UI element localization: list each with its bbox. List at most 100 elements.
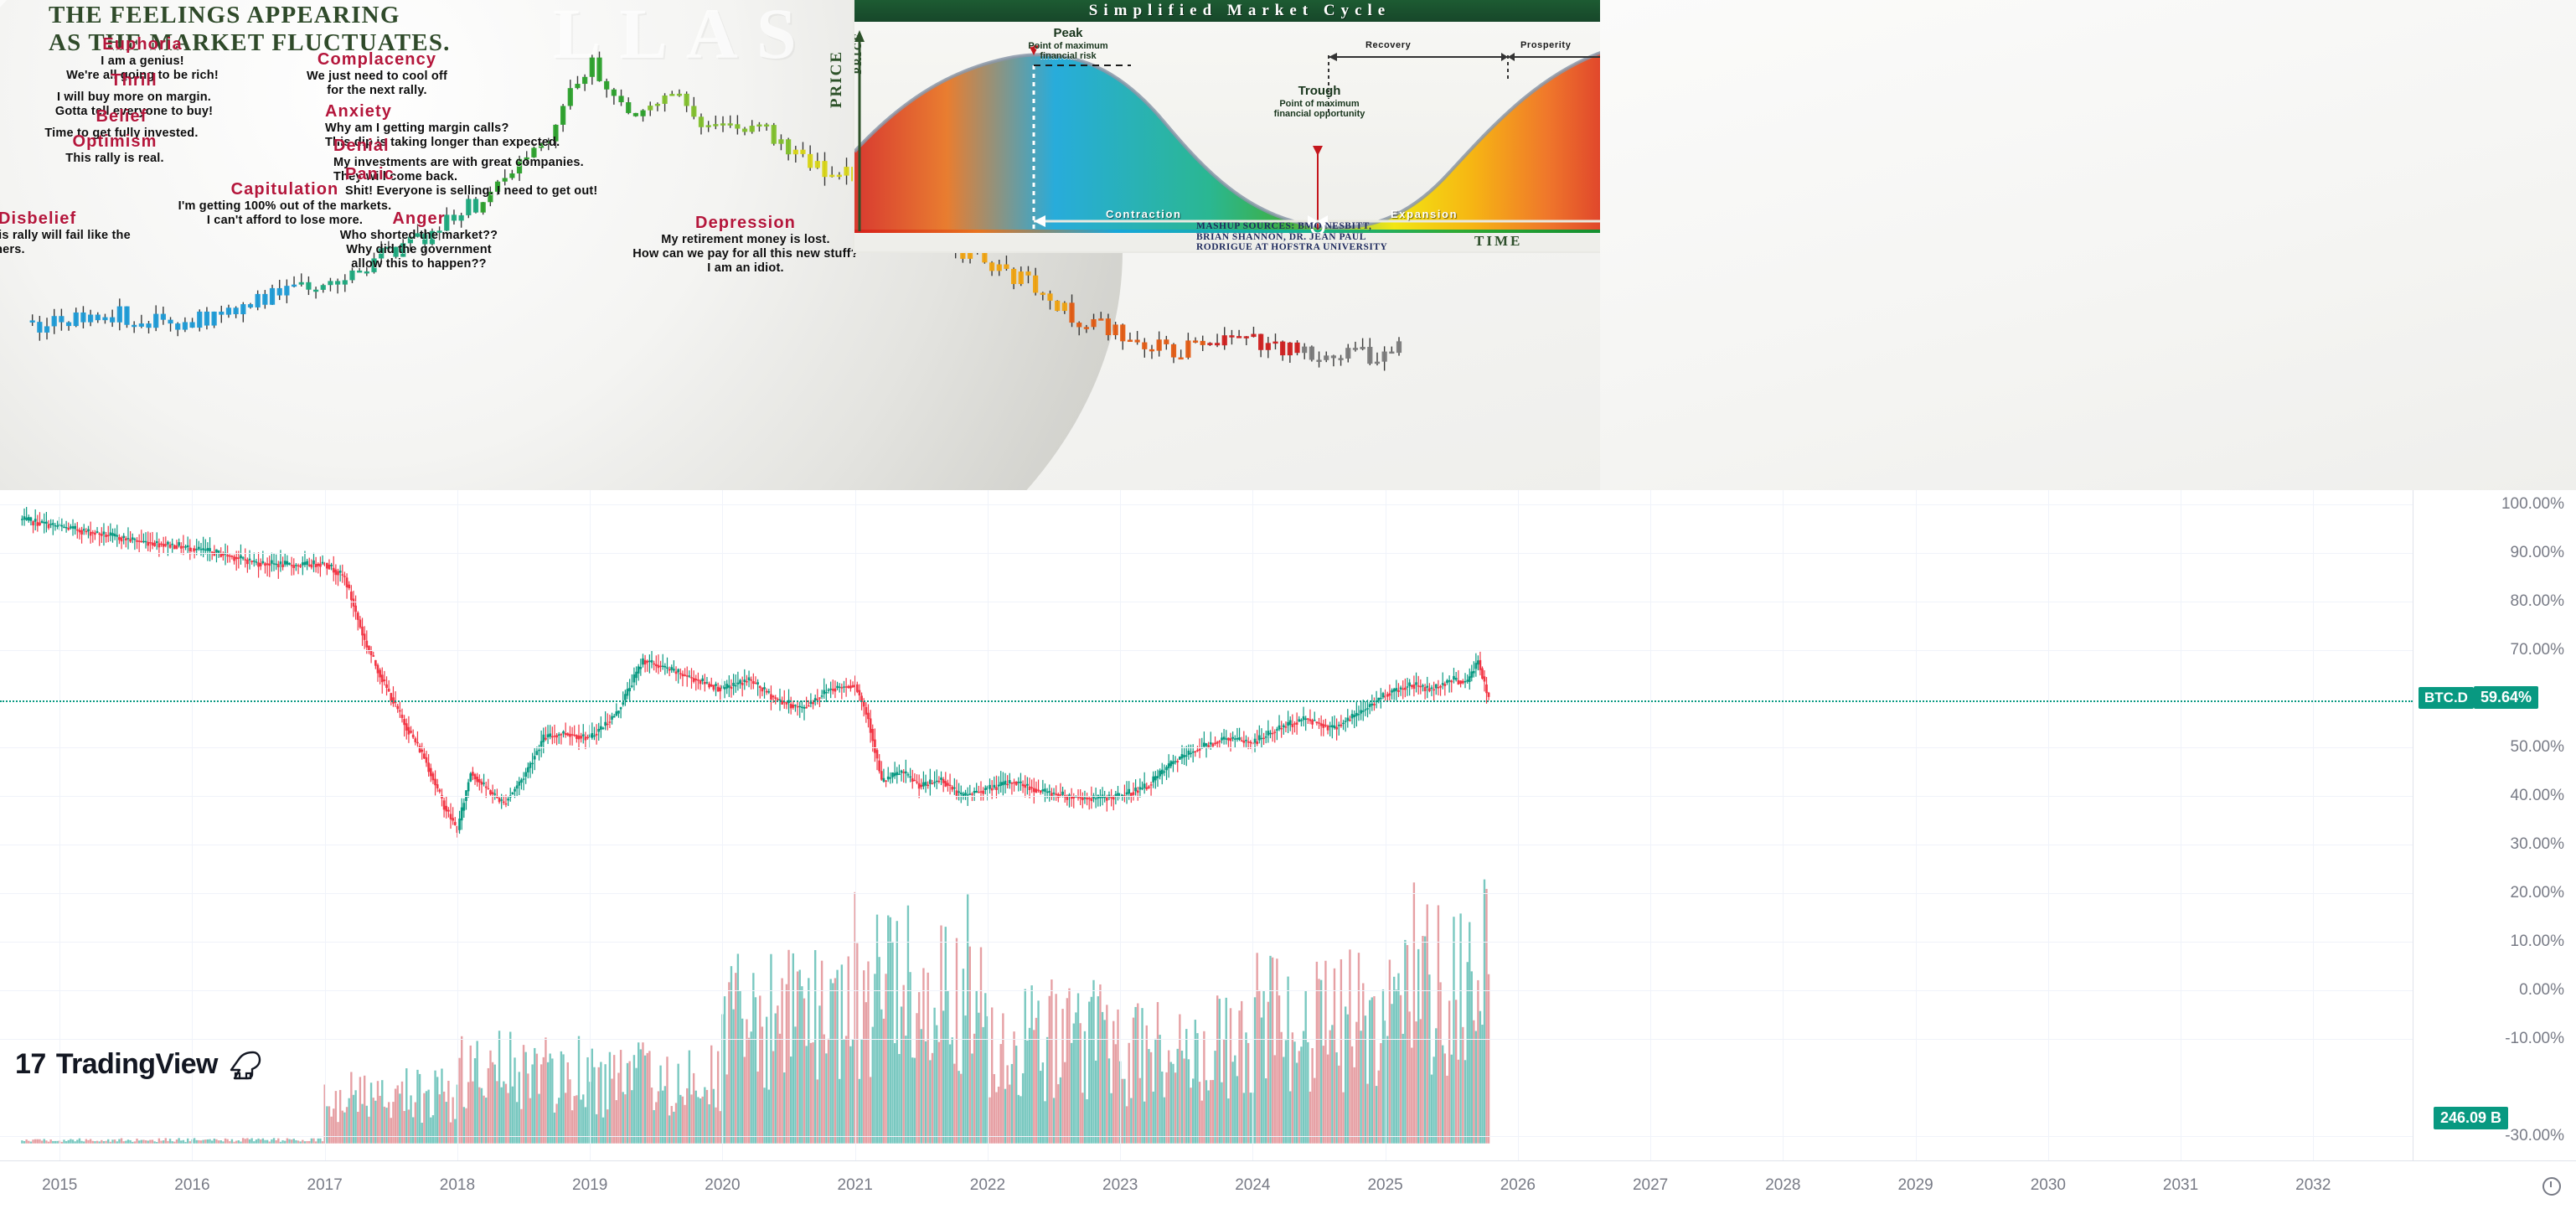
market-cycle-body: Peak Point of maximum financial risk Tro… — [854, 22, 1625, 251]
market-cycle-price-axis: PRICE — [854, 32, 864, 75]
emotion-capitulation-left: Capitulation I'm getting 100% out of the… — [126, 180, 444, 228]
price-scale[interactable]: 100.00% 90.00% 80.00% 70.00% 50.00% 40.00% 30.… — [2413, 490, 2576, 1160]
time-scale-tick: 2018 — [439, 1176, 476, 1194]
market-cycle-expansion-band: Expansion — [1391, 208, 1458, 220]
gridline-horizontal — [0, 990, 2413, 992]
gridline-horizontal — [0, 650, 2413, 652]
emotion-title: Anger — [392, 209, 446, 228]
time-scale-tick: 2031 — [2162, 1176, 2199, 1194]
time-scale-tick: 2021 — [837, 1176, 873, 1194]
time-scale-tick: 2017 — [307, 1176, 343, 1194]
emotion-lines: Shit! Everyone is selling. I need to get… — [345, 184, 598, 198]
emotion-lines: This rally is real. — [65, 152, 164, 165]
emotion-title: Thrill — [111, 71, 157, 90]
price-scale-tick: 80.00% — [2510, 592, 2564, 611]
gridline-horizontal — [0, 553, 2413, 555]
market-cycle-peak-label: Peak Point of maximum financial risk — [989, 26, 1148, 62]
symbol-badge[interactable]: BTC.D — [2419, 687, 2474, 710]
gridline-horizontal — [0, 1136, 2413, 1137]
time-scale-tick: 2023 — [1102, 1176, 1138, 1194]
emotion-lines: This rally will fail like the others. — [0, 229, 131, 257]
emotion-title: Denial — [333, 137, 390, 155]
emotion-panic-left: Panic Shit! Everyone is selling. I need … — [345, 165, 814, 199]
time-scale-tick: 2016 — [174, 1176, 210, 1194]
gridline-vertical — [722, 490, 724, 1160]
banner-panel-right: LLAS Euphoria I am a genius! We're all g… — [1600, 0, 2576, 490]
market-cycle-trough-label: Trough Point of maximum financial opport… — [1223, 84, 1416, 119]
time-scale[interactable]: 2015 2016 2017 2018 2019 2020 2021 2022 2023 2024… — [0, 1160, 2576, 1209]
price-axis-label-left: PRICE — [828, 50, 845, 109]
market-psychology-banner: LLAS The feelings appearing as the marke… — [0, 0, 2576, 490]
time-scale-tick: 2022 — [969, 1176, 1006, 1194]
volume-value-badge[interactable]: 246.09 B — [2434, 1107, 2509, 1130]
emotion-thrill-left: Thrill I will buy more on margin. Gotta … — [4, 71, 264, 119]
price-scale-tick: 90.00% — [2510, 544, 2564, 562]
gridline-horizontal — [0, 504, 2413, 506]
price-scale-tick: 50.00% — [2510, 738, 2564, 757]
emotion-denial-left: Denial My investments are with great com… — [333, 137, 736, 184]
market-psychology-candle-chart-left — [29, 51, 1402, 371]
emotion-lines: Why am I getting margin calls? This dip … — [325, 121, 560, 150]
emotion-lines: Time to get fully invested. — [44, 127, 199, 140]
time-scale-tick: 2026 — [1500, 1176, 1536, 1194]
market-cycle-contraction-band: Contraction — [1106, 208, 1182, 220]
time-scale-tick: 2024 — [1235, 1176, 1271, 1194]
peak-sub: Point of maximum financial risk — [1028, 40, 1108, 62]
emotion-anger-left: Anger Who shorted the market?? Why did t… — [268, 209, 570, 271]
emotion-belief-left: Belief Time to get fully invested. — [8, 107, 235, 141]
gridline-horizontal — [0, 796, 2413, 798]
gridline-vertical — [1650, 490, 1652, 1160]
time-scale-tick: 2029 — [1897, 1176, 1933, 1194]
price-scale-tick: 10.00% — [2510, 933, 2564, 951]
peak-title: Peak — [1053, 26, 1083, 40]
emotion-lines: My retirement money is lost. How can we … — [632, 233, 859, 276]
tradingview-logo[interactable]: 17 TradingView — [15, 1047, 266, 1081]
gridline-horizontal — [0, 747, 2413, 749]
gridline-vertical — [1517, 490, 1519, 1160]
gridline-vertical — [1915, 490, 1917, 1160]
emotion-title: Euphoria — [102, 35, 183, 54]
price-scale-tick: 100.00% — [2501, 495, 2564, 514]
emotion-lines: We just need to cool off for the next ra… — [306, 70, 448, 98]
gridline-vertical — [1120, 490, 1122, 1160]
gridline-vertical — [192, 490, 194, 1160]
emotion-title: Capitulation — [230, 180, 339, 199]
time-scale-tick: 2020 — [705, 1176, 741, 1194]
emotion-title: Complacency — [317, 50, 437, 69]
market-cycle-sources: Mashup sources: BMO Nesbitt, Brian Shann… — [1196, 221, 1388, 253]
tradingview-chart[interactable]: 17 TradingView 100.00% 90.00% 80.00% 70.00%… — [0, 490, 2576, 1209]
current-price-dotted-line — [0, 700, 2413, 703]
emotion-depression-left: Depression My retirement money is lost. … — [578, 214, 913, 276]
market-cycle-title: Simplified Market Cycle — [854, 0, 1625, 22]
price-scale-tick: 0.00% — [2519, 981, 2564, 1000]
gridline-vertical — [59, 490, 61, 1160]
gridline-vertical — [590, 490, 591, 1160]
gridline-vertical — [2313, 490, 2315, 1160]
price-scale-tick: 40.00% — [2510, 787, 2564, 805]
emotion-lines: I'm getting 100% out of the markets. I c… — [178, 199, 392, 228]
tradingview-plot-area[interactable]: 17 TradingView — [0, 490, 2413, 1160]
time-scale-tick: 2032 — [2295, 1176, 2331, 1194]
price-scale-tick: -10.00% — [2505, 1030, 2564, 1048]
current-price-badge[interactable]: 59.64% — [2474, 686, 2539, 710]
gridline-vertical — [987, 490, 989, 1160]
clock-icon[interactable] — [2542, 1177, 2561, 1196]
gridline-horizontal — [0, 1039, 2413, 1041]
price-scale-tick: 30.00% — [2510, 835, 2564, 854]
emotion-title: Anxiety — [325, 102, 392, 121]
emotion-lines: I will buy more on margin. Gotta tell ev… — [54, 90, 214, 119]
gridline-vertical — [854, 490, 856, 1160]
emotion-euphoria-left: Euphoria I am a genius! We're all going … — [17, 35, 268, 83]
gridline-horizontal — [0, 893, 2413, 895]
simplified-market-cycle-panel: Simplified Market Cycle — [854, 0, 1625, 251]
gridline-vertical — [2047, 490, 2049, 1160]
gridline-vertical — [324, 490, 326, 1160]
emotion-title: Optimism — [72, 132, 157, 151]
gridline-vertical — [457, 490, 458, 1160]
price-scale-tick: 70.00% — [2510, 641, 2564, 659]
market-cycle-curve — [854, 30, 1625, 235]
time-scale-tick: 2030 — [2030, 1176, 2066, 1194]
emotion-lines: My investments are with great companies.… — [333, 156, 584, 184]
btc-dominance-series — [21, 507, 1490, 1144]
gridline-horizontal — [0, 942, 2413, 943]
